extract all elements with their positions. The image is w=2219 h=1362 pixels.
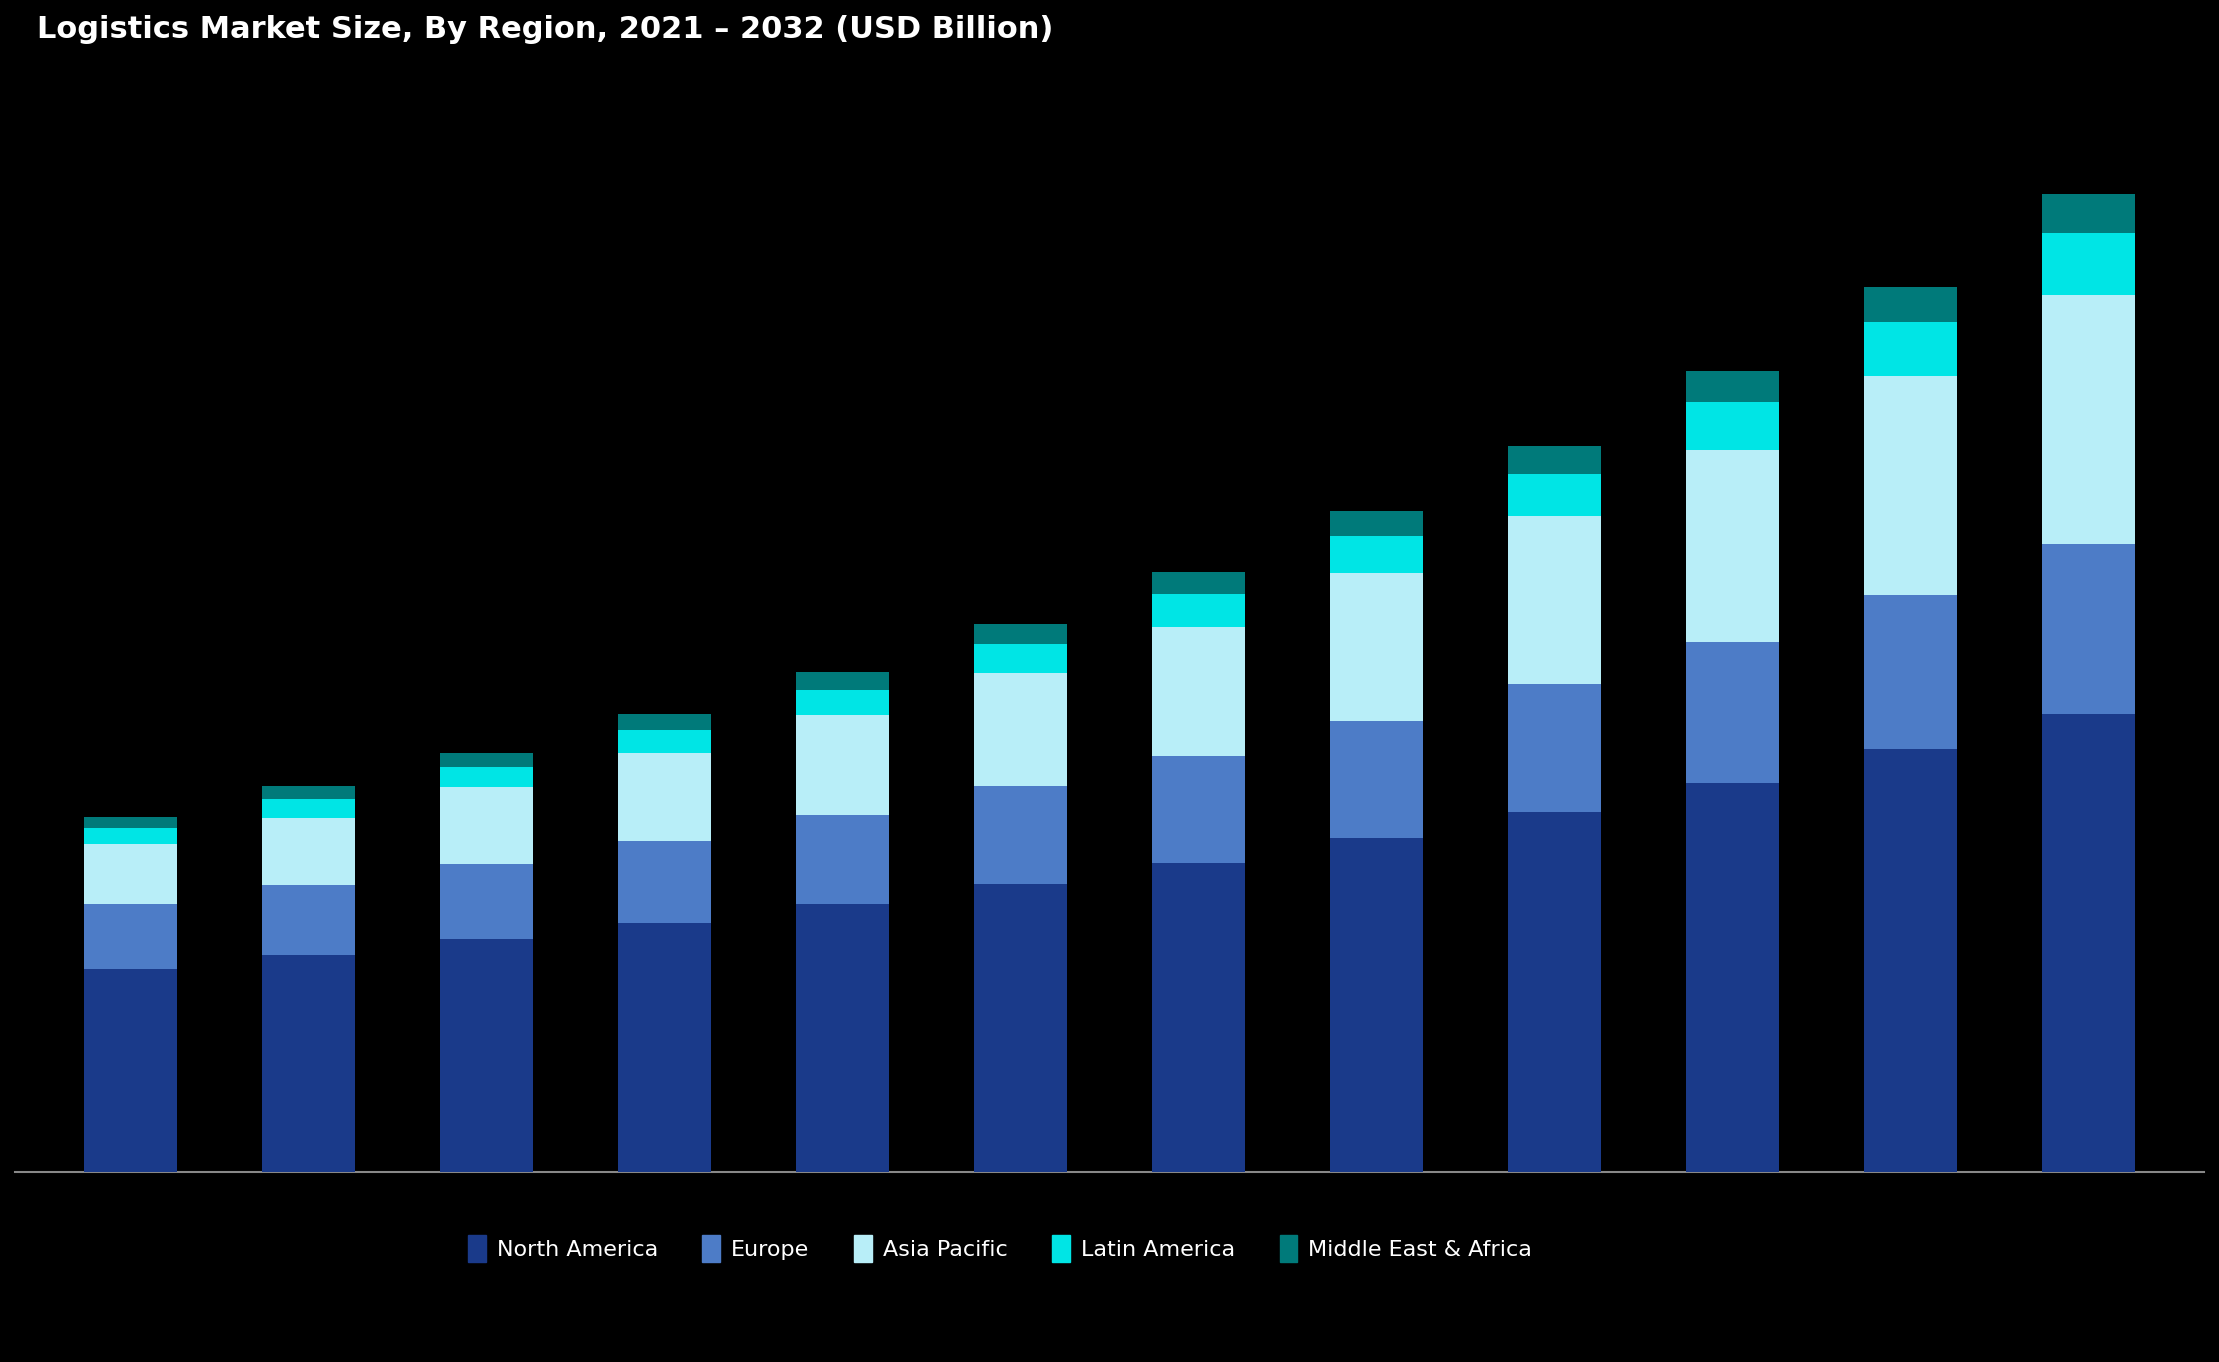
Bar <box>797 715 890 814</box>
Bar <box>1152 864 1245 1171</box>
Bar <box>1509 812 1600 1171</box>
Bar <box>1864 749 1957 1171</box>
Bar <box>1864 321 1957 376</box>
Bar <box>619 730 710 753</box>
Bar <box>1686 449 1780 642</box>
Bar <box>84 968 178 1171</box>
Bar <box>439 864 533 940</box>
Bar <box>439 753 533 767</box>
Bar <box>262 799 355 817</box>
Bar <box>1329 535 1422 573</box>
Bar <box>2041 193 2135 233</box>
Bar <box>2041 233 2135 296</box>
Bar <box>974 643 1067 673</box>
Bar <box>1152 594 1245 627</box>
Bar <box>797 904 890 1171</box>
Bar <box>1864 376 1957 595</box>
Bar <box>1329 838 1422 1171</box>
Bar <box>1864 287 1957 321</box>
Bar <box>84 904 178 968</box>
Bar <box>1152 572 1245 594</box>
Bar <box>1152 627 1245 756</box>
Bar <box>262 955 355 1171</box>
Bar <box>1509 684 1600 812</box>
Bar <box>2041 715 2135 1171</box>
Bar <box>262 817 355 885</box>
Bar <box>1329 573 1422 720</box>
Bar <box>84 817 178 828</box>
Bar <box>2041 296 2135 543</box>
Bar <box>1152 756 1245 864</box>
Bar <box>797 671 890 689</box>
Bar <box>1329 511 1422 535</box>
Bar <box>1509 474 1600 516</box>
Bar <box>1686 370 1780 402</box>
Bar <box>797 814 890 904</box>
Bar <box>262 786 355 799</box>
Bar <box>1509 447 1600 474</box>
Bar <box>974 624 1067 643</box>
Bar <box>619 753 710 840</box>
Bar <box>797 689 890 715</box>
Bar <box>439 787 533 864</box>
Bar <box>1329 720 1422 838</box>
Bar <box>2041 543 2135 715</box>
Bar <box>974 786 1067 884</box>
Bar <box>84 844 178 904</box>
Bar <box>1686 402 1780 449</box>
Bar <box>262 885 355 955</box>
Text: Logistics Market Size, By Region, 2021 – 2032 (USD Billion): Logistics Market Size, By Region, 2021 –… <box>38 15 1054 44</box>
Bar <box>439 767 533 787</box>
Bar <box>84 828 178 844</box>
Bar <box>1686 783 1780 1171</box>
Bar <box>974 884 1067 1171</box>
Legend: North America, Europe, Asia Pacific, Latin America, Middle East & Africa: North America, Europe, Asia Pacific, Lat… <box>459 1226 1542 1271</box>
Bar <box>1509 516 1600 684</box>
Bar <box>439 940 533 1171</box>
Bar <box>1864 595 1957 749</box>
Bar <box>619 715 710 730</box>
Bar <box>1686 642 1780 783</box>
Bar <box>974 673 1067 786</box>
Bar <box>619 922 710 1171</box>
Bar <box>619 840 710 922</box>
